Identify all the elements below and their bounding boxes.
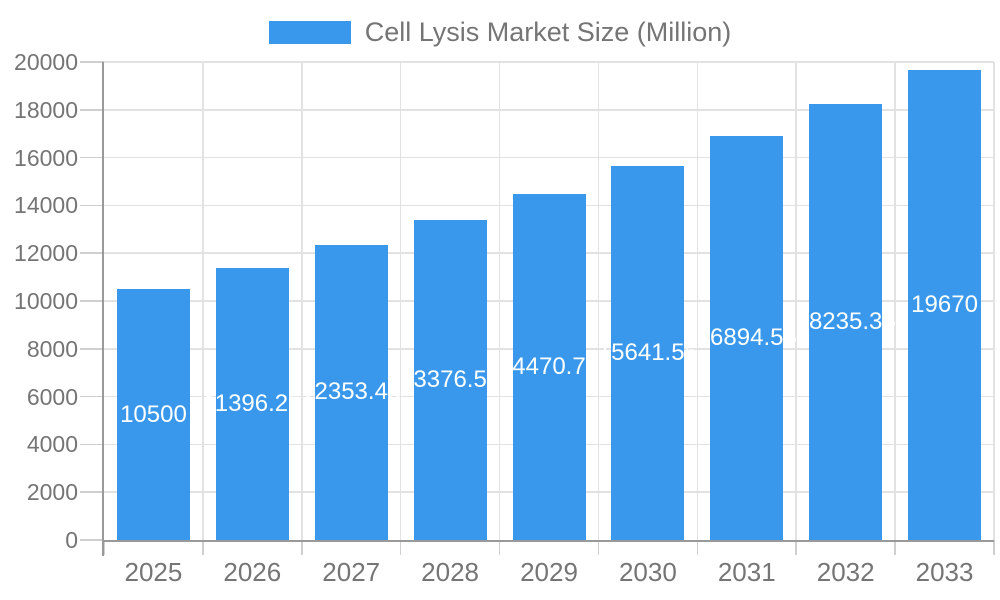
y-axis-tick-label: 12000 bbox=[14, 240, 78, 267]
x-gridline bbox=[399, 62, 402, 540]
x-tick-mark bbox=[202, 540, 204, 555]
x-axis-tick-label: 2027 bbox=[322, 557, 381, 587]
x-gridline bbox=[202, 62, 204, 540]
x-axis-tick-label: 2026 bbox=[223, 557, 282, 587]
legend[interactable]: Cell Lysis Market Size (Million) bbox=[0, 14, 1000, 50]
x-gridline bbox=[894, 62, 896, 540]
bar-2026[interactable] bbox=[215, 267, 289, 540]
y-tick-mark bbox=[80, 204, 104, 207]
x-gridline bbox=[795, 62, 797, 540]
x-tick-mark bbox=[103, 540, 105, 555]
y-tick-mark bbox=[80, 539, 104, 541]
x-gridline bbox=[498, 62, 501, 540]
x-tick-mark bbox=[399, 540, 402, 555]
x-gridline bbox=[597, 62, 600, 540]
bar-2025[interactable] bbox=[116, 289, 190, 540]
y-axis-tick-label: 18000 bbox=[14, 96, 78, 123]
legend-label: Cell Lysis Market Size (Million) bbox=[364, 17, 732, 47]
x-gridline bbox=[993, 62, 995, 540]
x-tick-mark bbox=[498, 540, 501, 555]
y-axis-tick-label: 14000 bbox=[14, 192, 78, 219]
x-tick-mark bbox=[696, 540, 699, 555]
y-axis-tick-label: 6000 bbox=[26, 383, 78, 410]
bar-2029[interactable] bbox=[512, 194, 586, 540]
y-axis-line bbox=[102, 62, 104, 556]
y-axis-tick-label: 10000 bbox=[14, 288, 78, 314]
y-tick-mark bbox=[80, 61, 104, 63]
bar-2027[interactable] bbox=[314, 244, 388, 540]
y-axis-tick-label: 2000 bbox=[26, 479, 78, 506]
y-axis-tick-label: 8000 bbox=[26, 335, 78, 362]
y-axis-tick-label: 4000 bbox=[26, 431, 78, 458]
y-axis-tick-label: 16000 bbox=[14, 144, 78, 171]
x-tick-mark bbox=[894, 540, 896, 555]
bar-2028[interactable] bbox=[413, 220, 487, 540]
y-gridline bbox=[104, 109, 994, 111]
bar-2030[interactable] bbox=[611, 166, 685, 540]
x-tick-mark bbox=[993, 540, 995, 555]
x-axis-tick-label: 2028 bbox=[421, 557, 480, 587]
x-axis-tick-label: 2031 bbox=[717, 557, 776, 587]
x-gridline bbox=[301, 62, 303, 540]
bar-2033[interactable] bbox=[908, 69, 982, 540]
y-gridline bbox=[104, 61, 994, 63]
y-axis-tick-label: 0 bbox=[65, 527, 78, 553]
y-tick-mark bbox=[80, 300, 104, 302]
y-tick-mark bbox=[80, 109, 104, 111]
y-tick-mark bbox=[80, 491, 104, 493]
y-tick-mark bbox=[80, 156, 104, 159]
bar-2032[interactable] bbox=[809, 104, 883, 540]
x-tick-mark bbox=[597, 540, 600, 555]
x-tick-mark bbox=[795, 540, 797, 555]
x-axis-tick-label: 2032 bbox=[816, 557, 875, 587]
legend-swatch-icon[interactable] bbox=[268, 20, 351, 44]
y-tick-mark bbox=[80, 443, 104, 446]
x-tick-mark bbox=[301, 540, 303, 555]
y-gridline bbox=[104, 156, 994, 159]
x-axis-line bbox=[104, 540, 994, 542]
y-tick-mark bbox=[80, 395, 104, 398]
y-axis-tick-label: 20000 bbox=[14, 49, 78, 75]
bar-2031[interactable] bbox=[710, 136, 784, 540]
x-axis-tick-label: 2029 bbox=[520, 557, 578, 587]
x-gridline bbox=[696, 62, 699, 540]
y-tick-mark bbox=[80, 348, 104, 350]
x-axis-tick-label: 2033 bbox=[915, 557, 974, 587]
x-axis-tick-label: 2030 bbox=[618, 557, 677, 587]
x-axis-tick-label: 2025 bbox=[124, 557, 183, 587]
y-tick-mark bbox=[80, 252, 104, 254]
